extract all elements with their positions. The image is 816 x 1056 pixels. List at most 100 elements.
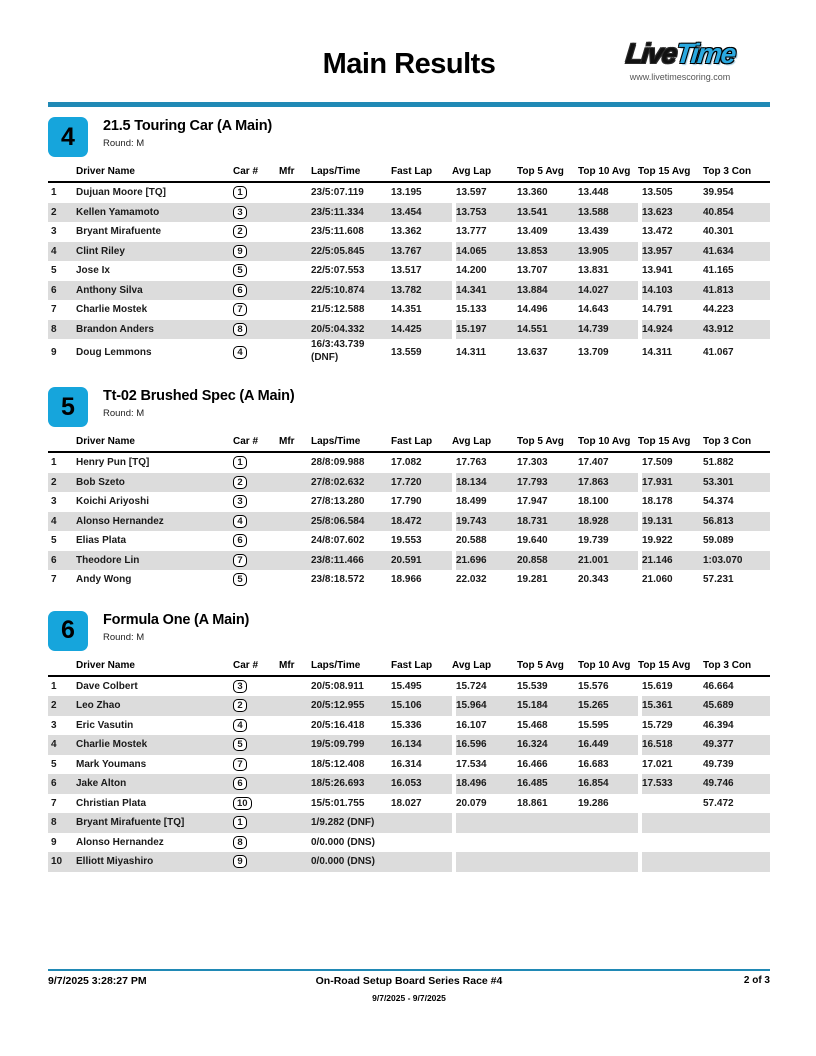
top3-con-cell: 45.689 bbox=[703, 696, 770, 716]
mfr-cell bbox=[279, 774, 311, 794]
avg-lap-cell: 22.032 bbox=[452, 570, 517, 590]
car-number-plate: 6 bbox=[233, 283, 247, 297]
driver-name-cell: Jake Alton bbox=[76, 774, 233, 794]
laps-time-value: 0/0.000 (DNS) bbox=[311, 856, 375, 868]
rank-cell: 10 bbox=[48, 852, 76, 872]
avg-lap-cell: 13.777 bbox=[452, 222, 517, 242]
top10-avg-cell: 17.863 bbox=[578, 472, 638, 492]
car-number-plate: 10 bbox=[233, 796, 252, 810]
mfr-cell bbox=[279, 833, 311, 853]
livetime-logo: LiveTime www.livetimescoring.com bbox=[592, 38, 768, 82]
fast-lap-cell: 14.351 bbox=[391, 304, 422, 316]
laps-time-cell: 20/5:08.911 bbox=[311, 677, 391, 697]
table-row: 1 Dave Colbert 3 20/5:08.911 15.495 15.7… bbox=[48, 676, 770, 697]
logo-time-text: Time bbox=[674, 38, 737, 69]
column-header: Mfr bbox=[279, 166, 311, 183]
mfr-cell bbox=[279, 222, 311, 242]
top3-con-cell: 51.882 bbox=[703, 457, 734, 469]
laps-time-value: 20/5:12.955 bbox=[311, 700, 365, 712]
car-number-cell: 8 bbox=[233, 833, 279, 853]
laps-time-cell: 23/5:11.334 bbox=[311, 202, 391, 222]
column-header: Top 10 Avg bbox=[578, 166, 638, 183]
car-number-plate: 7 bbox=[233, 553, 247, 567]
avg-lap-cell: 16.107 bbox=[452, 715, 517, 735]
top15-avg-cell: 18.178 bbox=[638, 492, 703, 512]
top15-avg-cell bbox=[638, 832, 703, 852]
top10-avg-cell: 18.100 bbox=[578, 496, 609, 508]
rank-cell: 1 bbox=[51, 187, 57, 199]
top5-avg-cell: 15.184 bbox=[517, 696, 578, 716]
car-number-cell: 1 bbox=[233, 813, 279, 833]
fast-lap-cell: 16.314 bbox=[391, 758, 422, 770]
table-row: 4 Charlie Mostek 5 19/5:09.799 16.134 16… bbox=[48, 735, 770, 755]
car-number-plate: 9 bbox=[233, 855, 247, 869]
driver-name-cell: Eric Vasutin bbox=[76, 719, 134, 731]
car-number-plate: 2 bbox=[233, 475, 247, 489]
mfr-cell bbox=[279, 716, 311, 736]
fast-lap-cell: 15.336 bbox=[391, 719, 422, 731]
laps-time-value: 24/8:07.602 bbox=[311, 535, 365, 547]
top3-con-cell: 1:03.070 bbox=[703, 550, 770, 570]
car-number-plate: 3 bbox=[233, 205, 247, 219]
column-header: Avg Lap bbox=[452, 166, 517, 183]
top3-con-cell: 41.067 bbox=[703, 347, 734, 358]
fast-lap-cell bbox=[391, 813, 452, 833]
avg-lap-cell: 17.763 bbox=[452, 453, 517, 473]
car-number-plate: 7 bbox=[233, 757, 247, 771]
rank-cell: 4 bbox=[48, 735, 76, 755]
fast-lap-cell: 17.790 bbox=[391, 496, 422, 508]
fast-lap-cell: 15.495 bbox=[391, 680, 422, 692]
laps-time-value: 20/5:16.418 bbox=[311, 719, 365, 731]
top15-avg-cell: 16.518 bbox=[638, 735, 703, 755]
result-section: 5 Tt-02 Brushed Spec (A Main) Round: M D… bbox=[48, 387, 770, 590]
top10-avg-cell: 21.001 bbox=[578, 550, 638, 570]
column-header: Fast Lap bbox=[391, 166, 452, 183]
top15-avg-cell: 15.619 bbox=[638, 676, 703, 696]
mfr-cell bbox=[279, 453, 311, 473]
laps-time-value: 20/5:08.911 bbox=[311, 680, 364, 692]
laps-time-value: 27/8:02.632 bbox=[311, 476, 365, 488]
car-number-plate: 7 bbox=[233, 303, 247, 317]
top3-con-cell: 39.954 bbox=[703, 187, 734, 199]
top15-avg-cell: 13.623 bbox=[638, 202, 703, 222]
mfr-cell bbox=[279, 531, 311, 551]
laps-time-cell: 24/8:07.602 bbox=[311, 531, 391, 551]
footer-divider bbox=[48, 969, 770, 971]
top15-avg-cell: 17.021 bbox=[638, 754, 703, 774]
car-number-plate: 4 bbox=[233, 718, 247, 732]
laps-time-cell: 18/5:12.408 bbox=[311, 755, 391, 775]
laps-time-cell: 25/8:06.584 bbox=[311, 511, 391, 531]
laps-time-cell: 18/5:26.693 bbox=[311, 774, 391, 794]
avg-lap-cell: 18.499 bbox=[452, 492, 517, 512]
rank-column-header bbox=[48, 436, 76, 453]
mfr-cell bbox=[279, 755, 311, 775]
fast-lap-cell: 20.591 bbox=[391, 550, 452, 570]
laps-time-cell: 16/3:43.739 (DNF) bbox=[311, 339, 391, 366]
table-row: 6 Anthony Silva 6 22/5:10.874 13.782 14.… bbox=[48, 280, 770, 300]
top10-avg-cell: 13.709 bbox=[578, 347, 609, 358]
table-row: 5 Elias Plata 6 24/8:07.602 19.553 20.58… bbox=[48, 531, 770, 551]
top15-avg-cell: 15.729 bbox=[638, 715, 703, 735]
top5-avg-cell bbox=[517, 852, 578, 872]
car-number-plate: 2 bbox=[233, 699, 247, 713]
table-body: 1 Henry Pun [TQ] 1 28/8:09.988 17.082 17… bbox=[48, 453, 770, 590]
laps-time-cell: 23/5:11.608 bbox=[311, 222, 391, 242]
mfr-cell bbox=[279, 735, 311, 755]
column-header: Laps/Time bbox=[311, 660, 391, 677]
laps-time-cell: 15/5:01.755 bbox=[311, 794, 391, 814]
top3-con-cell: 46.394 bbox=[703, 719, 734, 731]
rank-cell: 2 bbox=[48, 696, 76, 716]
mfr-cell bbox=[279, 794, 311, 814]
fast-lap-cell: 13.362 bbox=[391, 226, 422, 238]
section-head: 6 Formula One (A Main) Round: M bbox=[48, 610, 770, 651]
mfr-cell bbox=[279, 241, 311, 261]
car-number-cell: 3 bbox=[233, 677, 279, 697]
column-header: Top 3 Con bbox=[703, 660, 770, 677]
table-row: 6 Jake Alton 6 18/5:26.693 16.053 18.496… bbox=[48, 774, 770, 794]
top5-avg-cell: 13.637 bbox=[517, 347, 548, 358]
mfr-cell bbox=[279, 813, 311, 833]
avg-lap-cell bbox=[452, 852, 517, 872]
top10-avg-cell: 16.683 bbox=[578, 758, 609, 770]
column-header: Fast Lap bbox=[391, 660, 452, 677]
section-round: Round: M bbox=[103, 631, 145, 643]
